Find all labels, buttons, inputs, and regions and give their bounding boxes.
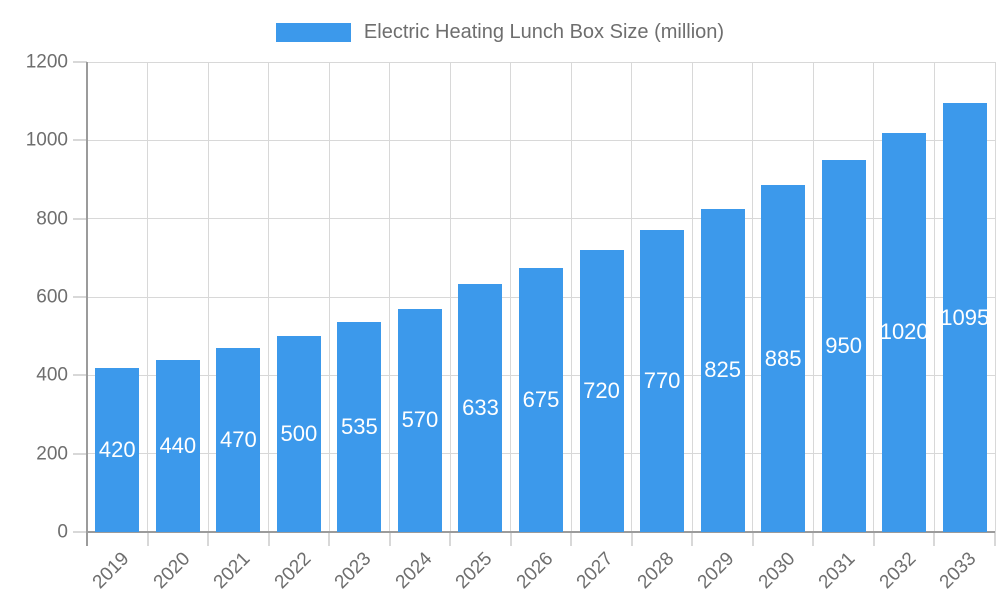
x-axis-tick [691, 532, 694, 546]
y-axis-label: 0 [57, 521, 68, 543]
x-axis-label: 2019 [88, 548, 134, 594]
bar-2024[interactable]: 570 [397, 308, 442, 532]
x-gridline [389, 62, 391, 532]
x-gridline [510, 62, 512, 532]
x-axis-tick [630, 532, 633, 546]
bar-value-label: 535 [341, 414, 378, 440]
x-axis-tick [146, 532, 149, 546]
x-axis-tick [207, 532, 210, 546]
bar-value-label: 440 [159, 432, 197, 458]
bar-2026[interactable]: 675 [519, 267, 563, 532]
bar-value-label: 675 [522, 386, 560, 412]
y-axis-tick [73, 217, 87, 220]
bar-value-label: 720 [583, 378, 620, 403]
x-gridline [328, 62, 330, 532]
bar-2022[interactable]: 500 [276, 336, 321, 532]
x-axis-tick [751, 532, 754, 546]
y-axis-label: 1000 [25, 129, 68, 151]
x-axis-label: 2028 [633, 548, 679, 594]
x-gridline [933, 62, 935, 532]
y-axis-label: 400 [36, 364, 68, 386]
x-axis-label: 2027 [572, 548, 618, 594]
x-axis-tick [449, 532, 452, 546]
x-axis-tick [388, 532, 391, 546]
bar-2019[interactable]: 420 [95, 367, 140, 532]
y-gridline [87, 61, 995, 63]
bar-2021[interactable]: 470 [216, 347, 261, 532]
y-axis-tick [73, 374, 87, 377]
x-axis-label: 2032 [875, 548, 921, 594]
bar-value-label: 1020 [879, 319, 929, 345]
bar-value-label: 500 [280, 421, 318, 447]
bar-2025[interactable]: 633 [458, 284, 503, 532]
y-axis-tick [73, 296, 87, 298]
x-gridline [994, 62, 996, 532]
bar-2030[interactable]: 885 [761, 185, 806, 532]
x-gridline [752, 62, 754, 532]
bar-value-label: 633 [462, 395, 499, 421]
bar-value-label: 885 [764, 345, 802, 371]
bar-value-label: 570 [401, 407, 439, 433]
x-axis-tick [328, 532, 331, 546]
y-axis-tick [73, 139, 87, 142]
y-gridline [87, 139, 995, 141]
x-gridline [631, 62, 633, 532]
bar-2027[interactable]: 720 [579, 250, 624, 532]
y-axis-tick [73, 452, 87, 455]
x-axis-tick [267, 532, 270, 546]
x-gridline [691, 62, 693, 532]
bar-2033[interactable]: 1095 [940, 103, 990, 532]
x-axis-label: 2030 [754, 548, 800, 594]
bar-value-label: 1095 [940, 304, 990, 330]
x-axis-tick [872, 532, 875, 546]
x-axis-tick [994, 532, 996, 546]
x-axis-label: 2026 [512, 548, 558, 594]
bar-2031[interactable]: 950 [821, 159, 866, 532]
legend-swatch-icon [275, 22, 351, 42]
y-axis-label: 200 [36, 443, 68, 465]
x-gridline [873, 62, 875, 532]
bar-value-label: 770 [643, 368, 681, 394]
bar-value-label: 950 [825, 332, 863, 358]
y-axis-label: 800 [36, 208, 68, 230]
x-axis-label: 2020 [149, 548, 194, 594]
x-axis-label: 2025 [451, 548, 497, 594]
x-axis-label: 2022 [270, 548, 316, 594]
y-gridline [87, 218, 995, 220]
bar-2028[interactable]: 770 [640, 230, 685, 532]
bar-value-label: 420 [98, 436, 136, 462]
x-axis-tick [570, 532, 573, 546]
x-axis-tick [812, 532, 815, 546]
x-gridline [268, 62, 270, 532]
bar-value-label: 470 [219, 426, 257, 452]
x-axis-tick [509, 532, 512, 546]
bar-value-label: 825 [704, 357, 741, 383]
y-axis-label: 600 [36, 286, 68, 308]
y-axis-tick [73, 61, 87, 63]
y-axis-label: 1200 [25, 51, 68, 73]
x-gridline [570, 62, 572, 532]
x-gridline [207, 62, 209, 532]
x-gridline [449, 62, 451, 532]
x-axis-label: 2033 [936, 548, 981, 594]
x-gridline [812, 62, 814, 532]
bar-2029[interactable]: 825 [700, 208, 745, 532]
y-axis-tick [73, 531, 87, 533]
x-axis-tick [933, 532, 936, 546]
x-axis-label: 2029 [694, 548, 739, 594]
legend-label: Electric Heating Lunch Box Size (million… [363, 20, 725, 43]
x-axis-label: 2024 [391, 548, 437, 594]
x-axis-line [86, 531, 995, 533]
bar-2023[interactable]: 535 [337, 322, 382, 532]
x-axis-label: 2023 [330, 548, 376, 594]
bar-2032[interactable]: 1020 [879, 132, 929, 532]
x-axis-label: 2031 [815, 548, 860, 594]
bar-2020[interactable]: 440 [155, 359, 200, 532]
x-axis-label: 2021 [209, 548, 255, 594]
legend-item[interactable]: Electric Heating Lunch Box Size (million… [0, 15, 1000, 49]
x-gridline [147, 62, 149, 532]
y-axis-line [86, 62, 88, 546]
